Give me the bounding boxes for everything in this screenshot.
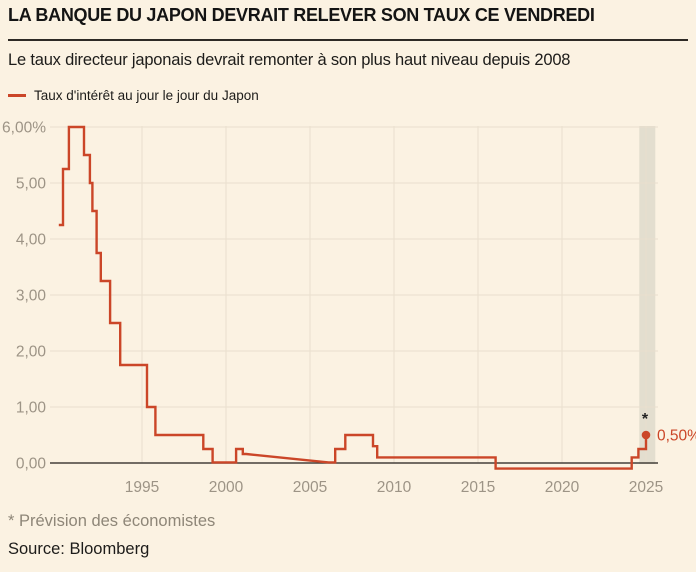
x-tick-label: 2010 bbox=[377, 479, 412, 496]
y-tick-label: 6,00% bbox=[2, 120, 46, 137]
y-tick-label: 3,00 bbox=[16, 288, 47, 305]
end-value-label: 0,50% bbox=[657, 428, 696, 445]
y-tick-label: 5,00 bbox=[16, 176, 47, 193]
forecast-footnote: * Prévision des économistes bbox=[8, 512, 216, 530]
rate-line bbox=[58, 125, 648, 470]
page-title: LA BANQUE DU JAPON DEVRAIT RELEVER SON T… bbox=[8, 5, 595, 25]
y-tick-label: 0,00 bbox=[16, 456, 47, 473]
x-tick-label: 2020 bbox=[545, 479, 580, 496]
x-tick-label: 2000 bbox=[209, 479, 244, 496]
forecast-dot bbox=[641, 430, 651, 440]
chart-subtitle: Le taux directeur japonais devrait remon… bbox=[8, 51, 571, 69]
x-tick-label: 1995 bbox=[125, 479, 159, 496]
chart-legend: Taux d'intérêt au jour le jour du Japon bbox=[8, 88, 259, 103]
y-tick-label: 1,00 bbox=[16, 400, 47, 417]
legend-line-swatch bbox=[8, 94, 26, 97]
x-tick-label: 2025 bbox=[629, 479, 663, 496]
y-tick-label: 2,00 bbox=[16, 344, 47, 361]
x-tick-label: 2005 bbox=[293, 479, 327, 496]
x-tick-label: 2015 bbox=[461, 479, 495, 496]
y-tick-label: 4,00 bbox=[16, 232, 47, 249]
source-credit: Source: Bloomberg bbox=[8, 540, 150, 558]
title-divider bbox=[8, 39, 688, 41]
legend-label: Taux d'intérêt au jour le jour du Japon bbox=[34, 88, 259, 103]
forecast-asterisk: * bbox=[642, 411, 649, 428]
